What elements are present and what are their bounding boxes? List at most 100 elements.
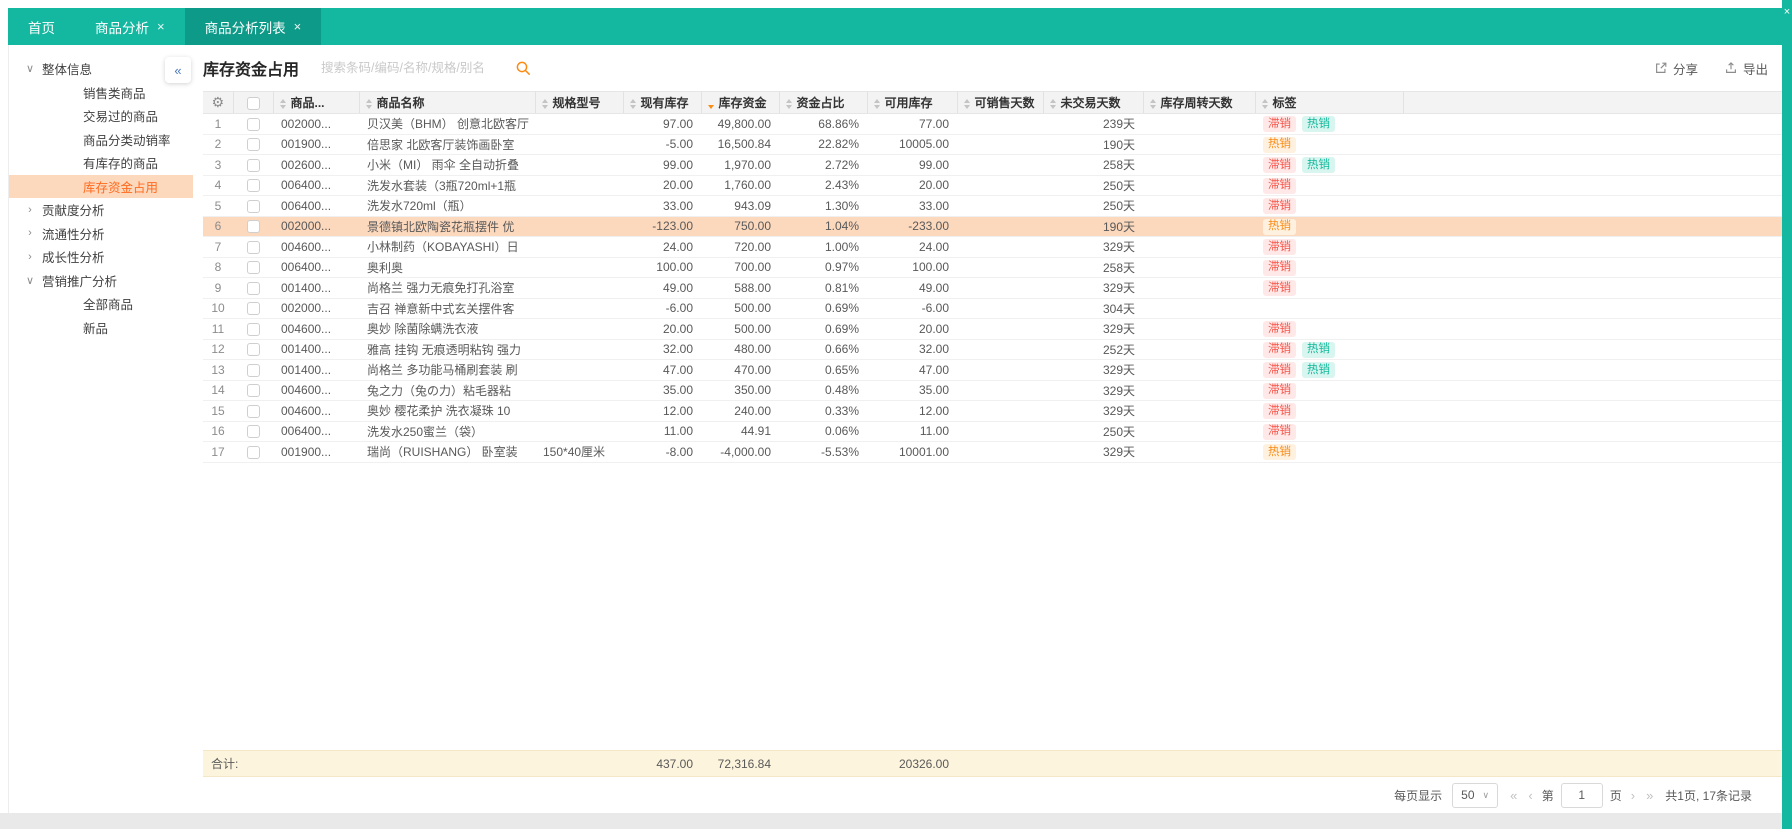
record-count-summary: 共1页, 17条记录 (1665, 788, 1752, 803)
table-row[interactable]: 5 006400... 洗发水720ml（瓶） 33.00 943.09 1.3… (203, 195, 1782, 217)
sidebar-item[interactable]: › 成长性分析 (9, 245, 193, 269)
export-label: 导出 (1742, 62, 1768, 77)
column-settings-gear-icon[interactable]: ⚙ (211, 94, 225, 110)
cell-product-name: 倍思家 北欧客厅装饰画卧室 (359, 134, 535, 155)
cell-stock-on-hand: 12.00 (623, 400, 701, 422)
row-checkbox[interactable] (246, 158, 260, 172)
next-page-button[interactable]: › (1630, 787, 1636, 803)
column-header-label: 资金占比 (796, 96, 845, 110)
table-row[interactable]: 4 006400... 洗发水套装（3瓶720ml+1瓶 20.00 1,760… (203, 175, 1782, 196)
row-checkbox[interactable] (246, 281, 260, 295)
row-checkbox[interactable] (246, 363, 260, 377)
cell-product-code: 002000... (273, 113, 359, 135)
sort-icon[interactable] (629, 98, 636, 109)
row-checkbox[interactable] (246, 138, 260, 152)
row-checkbox[interactable] (246, 302, 260, 316)
sort-icon[interactable] (1261, 98, 1268, 109)
sidebar-item[interactable]: 交易过的商品 (9, 104, 193, 128)
row-checkbox[interactable] (246, 179, 260, 193)
row-checkbox[interactable] (246, 117, 260, 131)
cell-funds-ratio: 0.65% (779, 359, 867, 381)
row-checkbox[interactable] (246, 343, 260, 357)
row-checkbox[interactable] (246, 240, 260, 254)
close-icon[interactable]: × (1783, 6, 1791, 18)
column-header-label: 规格型号 (552, 96, 601, 110)
table-row[interactable]: 13 001400... 尚格兰 多功能马桶刷套装 刷 47.00 470.00… (203, 359, 1782, 381)
table-row[interactable]: 3 002600... 小米（MI） 雨伞 全自动折叠 99.00 1,970.… (203, 154, 1782, 176)
sidebar-item[interactable]: ∨ 整体信息 (9, 57, 193, 81)
sort-icon[interactable] (785, 98, 792, 109)
cell-turnover-days (1143, 277, 1255, 299)
previous-page-button[interactable]: ‹ (1528, 787, 1533, 803)
row-checkbox[interactable] (246, 261, 260, 275)
row-checkbox[interactable] (246, 445, 260, 459)
sidebar-item-label: 成长性分析 (42, 251, 105, 266)
close-icon[interactable]: × (293, 19, 302, 34)
cell-spec (535, 380, 623, 401)
cell-product-code: 006400... (273, 175, 359, 196)
sort-icon[interactable] (873, 98, 880, 109)
sidebar-item[interactable]: › 贡献度分析 (9, 198, 193, 222)
table-row[interactable]: 6 002000... 景德镇北欧陶瓷花瓶摆件 优 -123.00 750.00… (203, 216, 1782, 237)
sidebar-item[interactable]: 销售类商品 (9, 81, 193, 105)
search-icon[interactable] (515, 60, 532, 77)
nav-tab[interactable]: 首页 (8, 8, 75, 45)
sort-icon[interactable] (1149, 98, 1156, 109)
sidebar-item[interactable]: 新品 (9, 316, 193, 340)
sidebar-item[interactable]: 全部商品 (9, 292, 193, 316)
cell-no-trade-days: 258天 (1043, 154, 1143, 176)
table-row[interactable]: 10 002000... 吉召 禅意新中式玄关摆件客 -6.00 500.00 … (203, 298, 1782, 319)
sidebar-item[interactable]: 库存资金占用 (9, 174, 193, 198)
cell-funds-ratio: 68.86% (779, 113, 867, 135)
cell-tags: 滞销 (1255, 195, 1403, 217)
cell-inventory-funds: 500.00 (701, 318, 779, 340)
row-checkbox[interactable] (246, 425, 260, 439)
cell-inventory-funds: 500.00 (701, 298, 779, 319)
table-row[interactable]: 14 004600... 兔之力（兔の力）粘毛器粘 35.00 350.00 0… (203, 380, 1782, 401)
nav-tab[interactable]: 商品分析列表 × (184, 8, 322, 45)
sort-icon[interactable] (365, 98, 372, 109)
nav-tab[interactable]: 商品分析 × (75, 8, 185, 45)
sort-icon[interactable] (963, 98, 970, 109)
table-row[interactable]: 11 004600... 奥妙 除菌除螨洗衣液 20.00 500.00 0.6… (203, 318, 1782, 340)
table-row[interactable]: 1 002000... 贝汉美（BHM） 创意北欧客厅 97.00 49,800… (203, 113, 1782, 135)
sort-icon[interactable] (279, 98, 286, 109)
close-icon[interactable]: × (157, 19, 165, 34)
table-row[interactable]: 7 004600... 小林制药（KOBAYASHI）日 24.00 720.0… (203, 236, 1782, 258)
page-number-input[interactable] (1560, 782, 1603, 808)
row-checkbox[interactable] (246, 199, 260, 213)
cell-turnover-days (1143, 318, 1255, 340)
cell-available-stock: 20.00 (867, 318, 957, 340)
cell-spec (535, 421, 623, 442)
sidebar-item[interactable]: ∨ 营销推广分析 (9, 269, 193, 293)
per-page-select[interactable]: 50 ∨ (1452, 782, 1499, 808)
table-row[interactable]: 17 001900... 瑞尚（RUISHANG） 卧室装 150*40厘米 -… (203, 441, 1782, 463)
collapse-sidebar-button[interactable]: « (165, 57, 191, 83)
sort-icon-descending[interactable] (707, 99, 714, 109)
right-scroll-strip[interactable]: × (1782, 0, 1792, 829)
sidebar-item[interactable]: 有库存的商品 (9, 151, 193, 175)
cell-no-trade-days: 190天 (1043, 216, 1143, 237)
sort-icon[interactable] (541, 98, 548, 109)
row-checkbox[interactable] (246, 384, 260, 398)
export-button[interactable]: 导出 (1724, 59, 1768, 78)
share-button[interactable]: 分享 (1654, 59, 1698, 78)
select-all-checkbox[interactable] (246, 96, 260, 110)
table-row[interactable]: 9 001400... 尚格兰 强力无痕免打孔浴室 49.00 588.00 0… (203, 277, 1782, 299)
cell-tags: 滞销 (1255, 380, 1403, 401)
cell-available-stock: 20.00 (867, 175, 957, 196)
table-row[interactable]: 8 006400... 奥利奥 100.00 700.00 0.97% 100.… (203, 257, 1782, 278)
sidebar-item[interactable]: 商品分类动销率 (9, 128, 193, 152)
row-checkbox[interactable] (246, 404, 260, 418)
row-checkbox[interactable] (246, 322, 260, 336)
row-checkbox[interactable] (246, 220, 260, 234)
search-input[interactable] (321, 61, 512, 75)
table-row[interactable]: 12 001400... 雅高 挂钩 无痕透明粘钩 强力 32.00 480.0… (203, 339, 1782, 360)
table-row[interactable]: 2 001900... 倍思家 北欧客厅装饰画卧室 -5.00 16,500.8… (203, 134, 1782, 155)
sort-icon[interactable] (1049, 98, 1056, 109)
table-row[interactable]: 15 004600... 奥妙 樱花柔护 洗衣凝珠 10 12.00 240.0… (203, 400, 1782, 422)
first-page-button[interactable]: « (1510, 787, 1518, 803)
last-page-button[interactable]: » (1646, 787, 1654, 803)
table-row[interactable]: 16 006400... 洗发水250蜜兰（袋） 11.00 44.91 0.0… (203, 421, 1782, 442)
sidebar-item[interactable]: › 流通性分析 (9, 222, 193, 246)
